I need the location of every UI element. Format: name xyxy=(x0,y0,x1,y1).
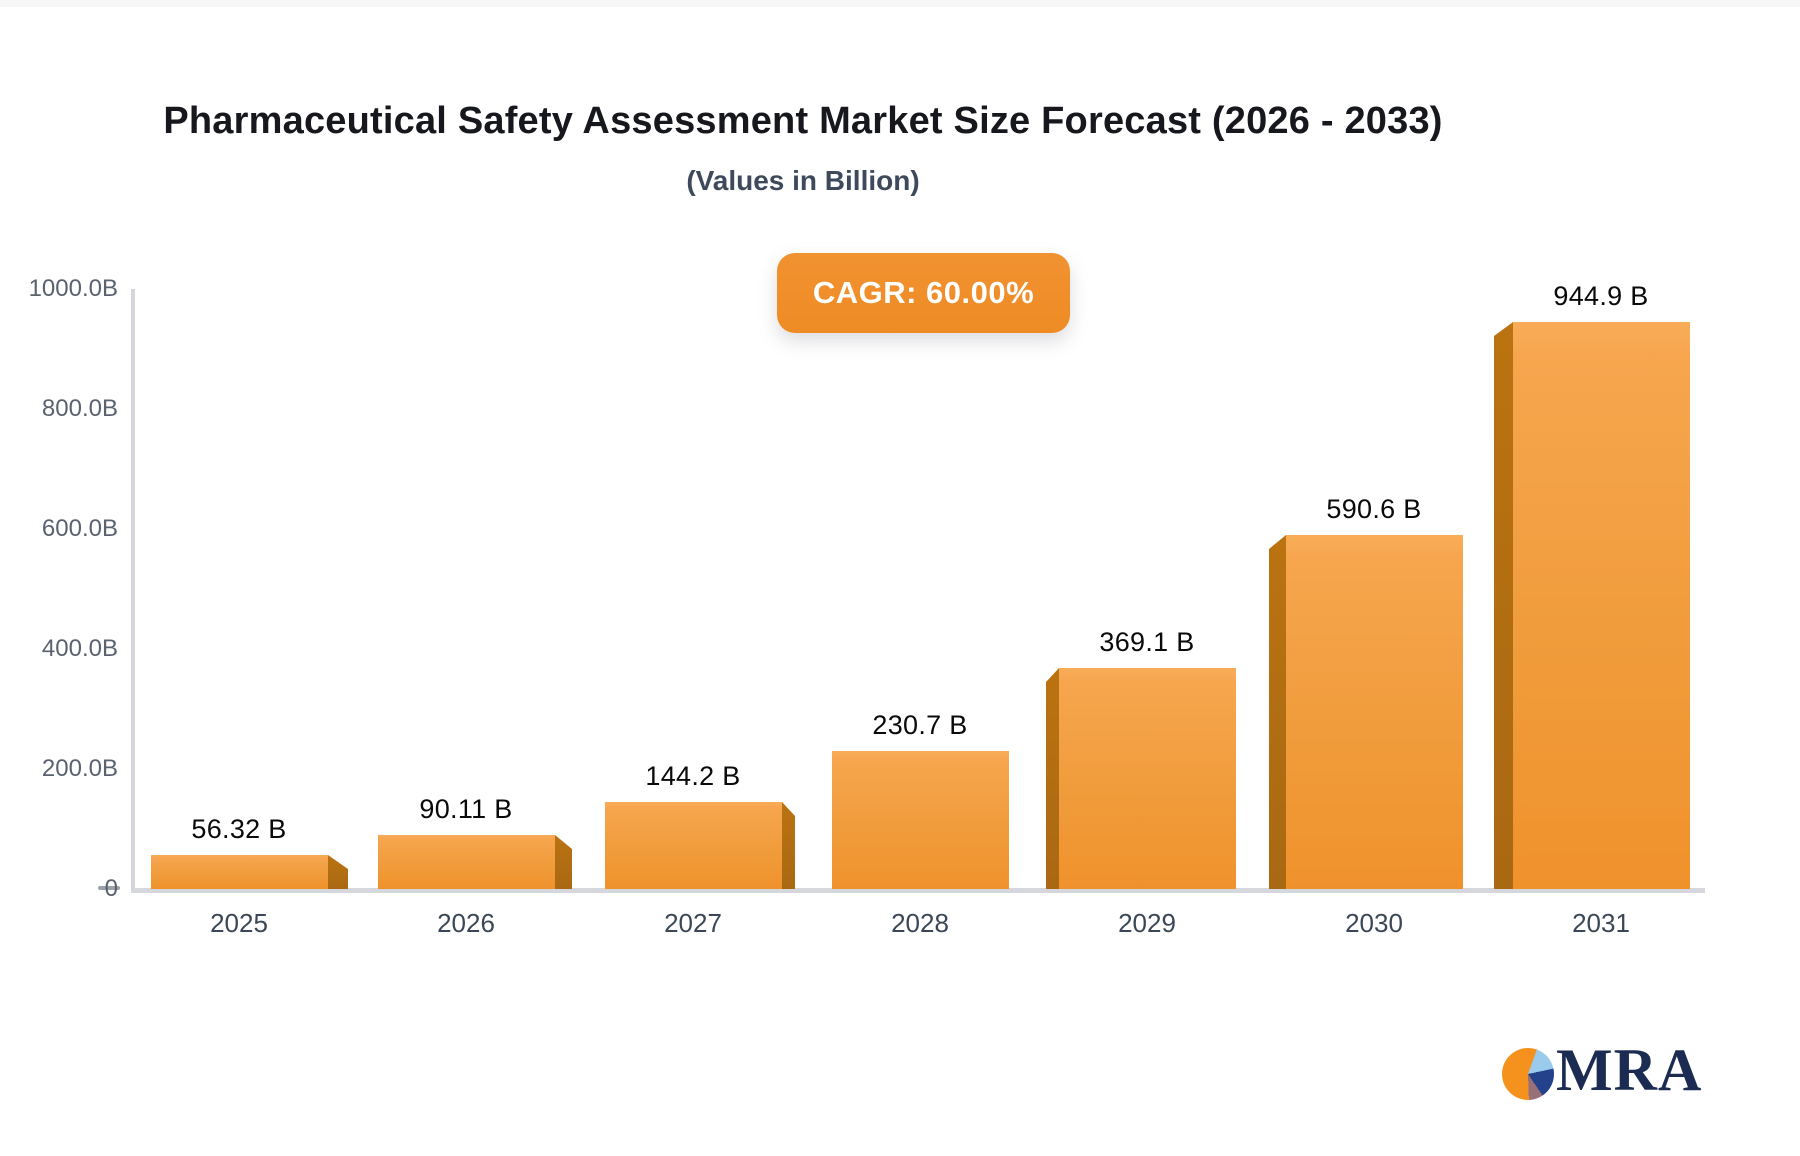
mra-logo-text: MRA xyxy=(1556,1037,1703,1103)
bar-value-label: 90.11 B xyxy=(419,794,513,824)
bar-3d-side xyxy=(782,802,795,889)
x-tick-label: 2030 xyxy=(1345,908,1403,938)
bar-2027 xyxy=(605,802,782,889)
cagr-badge: CAGR: 60.00% xyxy=(777,253,1070,333)
bar-value-label: 144.2 B xyxy=(645,761,741,791)
bar-3d-side xyxy=(328,855,348,889)
bar-3d-side xyxy=(1494,322,1513,889)
y-tick-label: 800.0B xyxy=(41,395,118,422)
chart-subtitle: (Values in Billion) xyxy=(686,165,920,196)
bar-3d-side xyxy=(555,835,572,889)
bar-2029 xyxy=(1059,668,1236,889)
page-top-strip xyxy=(0,0,1800,7)
bar-2025 xyxy=(151,855,328,889)
bar-value-label: 590.6 B xyxy=(1326,494,1422,524)
y-tick-label: 200.0B xyxy=(41,755,118,782)
bar-2031 xyxy=(1513,322,1690,889)
mra-logo: MRA xyxy=(1502,1036,1702,1105)
y-tick-label: 600.0B xyxy=(41,515,118,542)
x-tick-label: 2027 xyxy=(664,908,722,938)
bar-2026 xyxy=(378,835,555,889)
bar-2028 xyxy=(832,751,1009,889)
x-tick-label: 2031 xyxy=(1572,908,1630,938)
bar-value-label: 369.1 B xyxy=(1099,627,1195,657)
y-axis-line xyxy=(131,289,135,890)
bar-2030 xyxy=(1286,535,1463,889)
y-tick-label: 400.0B xyxy=(41,635,118,662)
x-axis-line xyxy=(131,888,1705,893)
bar-value-label: 944.9 B xyxy=(1553,281,1649,311)
y-tick-label: 0 xyxy=(104,875,118,902)
zero-tick-mark xyxy=(98,886,120,890)
x-tick-label: 2026 xyxy=(437,908,495,938)
bar-value-label: 230.7 B xyxy=(872,710,968,740)
bar-3d-side xyxy=(1046,668,1059,889)
cagr-badge-label: CAGR: 60.00% xyxy=(812,275,1035,310)
x-tick-label: 2025 xyxy=(210,908,268,938)
x-tick-label: 2028 xyxy=(891,908,949,938)
y-tick-label: 1000.0B xyxy=(28,275,118,302)
bar-3d-side xyxy=(1269,535,1286,889)
chart-title: Pharmaceutical Safety Assessment Market … xyxy=(163,100,1443,142)
x-tick-label: 2029 xyxy=(1118,908,1176,938)
pie-chart-icon xyxy=(1502,1047,1554,1100)
bar-value-label: 56.32 B xyxy=(191,814,287,844)
